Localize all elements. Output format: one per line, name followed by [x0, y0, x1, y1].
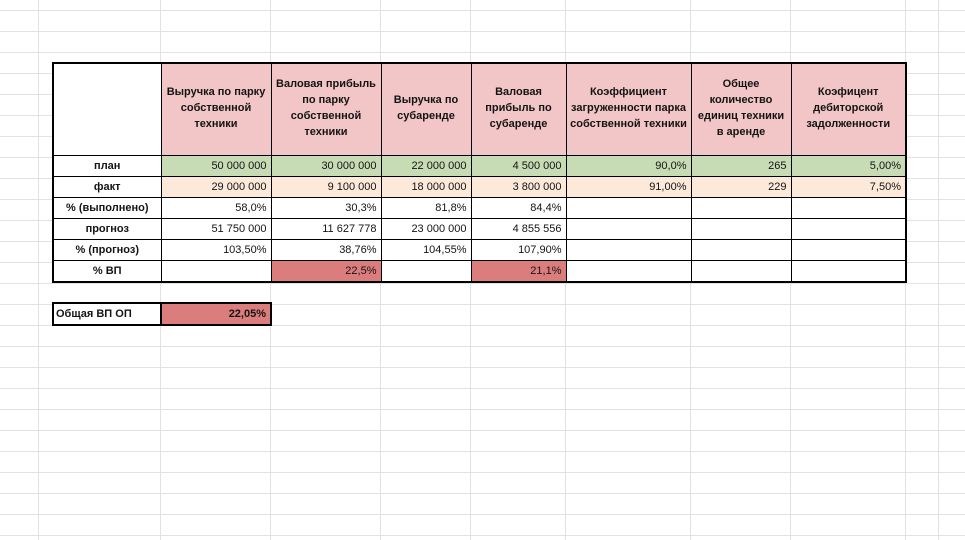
table-cell[interactable]: 29 000 000 — [160, 175, 272, 198]
table-cell[interactable] — [790, 217, 907, 240]
row-label[interactable]: факт — [52, 175, 162, 198]
grid-line-vertical — [938, 0, 939, 540]
grid-line-horizontal — [0, 430, 965, 431]
table-cell[interactable]: 3 800 000 — [470, 175, 567, 198]
table-cell[interactable]: 104,55% — [380, 238, 472, 261]
table-cell[interactable] — [690, 259, 792, 282]
table-row: прогноз 51 750 000 11 627 778 23 000 000 4 8… — [52, 217, 907, 240]
grid-line-horizontal — [0, 346, 965, 347]
table-row: % (прогноз) 103,50% 38,76% 104,55% 107,90% — [52, 238, 907, 261]
table-cell[interactable]: 81,8% — [380, 196, 472, 219]
table-cell[interactable]: 21,1% — [470, 259, 567, 282]
grid-line-horizontal — [0, 367, 965, 368]
grid-line-horizontal — [0, 472, 965, 473]
table-cell[interactable]: 5,00% — [790, 154, 907, 177]
table-row: % ВП 22,5% 21,1% — [52, 259, 907, 282]
table-cell[interactable]: 4 500 000 — [470, 154, 567, 177]
table-row: факт 29 000 000 9 100 000 18 000 000 3 800 0… — [52, 175, 907, 198]
row-label[interactable]: план — [52, 154, 162, 177]
grid-line-horizontal — [0, 535, 965, 536]
grid-line-horizontal — [0, 451, 965, 452]
corner-cell[interactable] — [52, 62, 162, 156]
grid-line-horizontal — [0, 283, 965, 284]
grid-line-horizontal — [0, 514, 965, 515]
column-header[interactable]: Общее количество единиц техники в аренде — [690, 62, 792, 156]
row-label[interactable]: % (выполнено) — [52, 196, 162, 219]
table-cell[interactable]: 50 000 000 — [160, 154, 272, 177]
row-label[interactable]: % (прогноз) — [52, 238, 162, 261]
summary-label[interactable]: Общая ВП ОП — [52, 302, 162, 326]
row-label[interactable]: % ВП — [52, 259, 162, 282]
table-cell[interactable] — [565, 259, 692, 282]
grid-line-horizontal — [0, 409, 965, 410]
column-header[interactable]: Коэфицент дебиторской задолженности — [790, 62, 907, 156]
column-header[interactable]: Валовая прибыль по субаренде — [470, 62, 567, 156]
kpi-table-header: Выручка по парку собственной техники Вало… — [52, 62, 907, 156]
grid-line-horizontal — [0, 304, 965, 305]
kpi-table: Выручка по парку собственной техники Вало… — [52, 62, 907, 283]
table-cell[interactable]: 30 000 000 — [270, 154, 382, 177]
table-cell[interactable]: 51 750 000 — [160, 217, 272, 240]
table-cell[interactable] — [790, 238, 907, 261]
grid-line-horizontal — [0, 52, 965, 53]
table-cell[interactable]: 90,0% — [565, 154, 692, 177]
table-cell[interactable]: 22,5% — [270, 259, 382, 282]
table-cell[interactable]: 9 100 000 — [270, 175, 382, 198]
table-cell[interactable]: 107,90% — [470, 238, 567, 261]
table-cell[interactable]: 11 627 778 — [270, 217, 382, 240]
grid-line-horizontal — [0, 31, 965, 32]
table-cell[interactable] — [565, 196, 692, 219]
table-cell[interactable] — [380, 259, 472, 282]
summary-row: Общая ВП ОП 22,05% — [52, 302, 272, 326]
summary-value[interactable]: 22,05% — [160, 302, 272, 326]
table-row: % (выполнено) 58,0% 30,3% 81,8% 84,4% — [52, 196, 907, 219]
table-cell[interactable] — [690, 196, 792, 219]
grid-line-horizontal — [0, 493, 965, 494]
table-cell[interactable]: 58,0% — [160, 196, 272, 219]
table-cell[interactable] — [690, 217, 792, 240]
table-cell[interactable] — [160, 259, 272, 282]
table-cell[interactable]: 103,50% — [160, 238, 272, 261]
column-header[interactable]: Валовая прибыль по парку собственной тех… — [270, 62, 382, 156]
row-label[interactable]: прогноз — [52, 217, 162, 240]
table-cell[interactable]: 23 000 000 — [380, 217, 472, 240]
grid-line-vertical — [38, 0, 39, 540]
summary-table: Общая ВП ОП 22,05% — [52, 302, 272, 326]
table-cell[interactable]: 91,00% — [565, 175, 692, 198]
table-row: план 50 000 000 30 000 000 22 000 000 4 500 … — [52, 154, 907, 177]
table-cell[interactable]: 84,4% — [470, 196, 567, 219]
table-cell[interactable]: 22 000 000 — [380, 154, 472, 177]
table-cell[interactable]: 7,50% — [790, 175, 907, 198]
table-cell[interactable]: 30,3% — [270, 196, 382, 219]
table-cell[interactable]: 18 000 000 — [380, 175, 472, 198]
column-header[interactable]: Выручка по субаренде — [380, 62, 472, 156]
table-cell[interactable] — [565, 238, 692, 261]
grid-line-horizontal — [0, 388, 965, 389]
table-cell[interactable]: 265 — [690, 154, 792, 177]
table-cell[interactable] — [565, 217, 692, 240]
column-header[interactable]: Выручка по парку собственной техники — [160, 62, 272, 156]
table-cell[interactable] — [690, 238, 792, 261]
table-cell[interactable]: 229 — [690, 175, 792, 198]
grid-line-horizontal — [0, 325, 965, 326]
table-cell[interactable] — [790, 196, 907, 219]
table-cell[interactable] — [790, 259, 907, 282]
column-header[interactable]: Коэффициент загруженности парка собствен… — [565, 62, 692, 156]
table-cell[interactable]: 38,76% — [270, 238, 382, 261]
table-cell[interactable]: 4 855 556 — [470, 217, 567, 240]
grid-line-horizontal — [0, 10, 965, 11]
